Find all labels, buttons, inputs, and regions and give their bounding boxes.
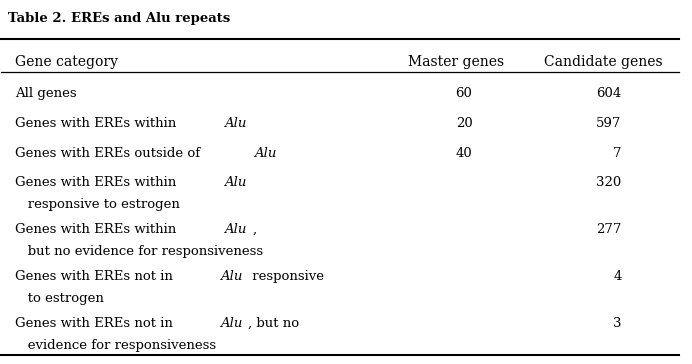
Text: Genes with EREs within: Genes with EREs within: [15, 223, 181, 236]
Text: , but no: , but no: [248, 317, 299, 330]
Text: Candidate genes: Candidate genes: [544, 55, 662, 69]
Text: Genes with EREs within: Genes with EREs within: [15, 117, 181, 130]
Text: 277: 277: [597, 223, 621, 236]
Text: All genes: All genes: [15, 87, 77, 100]
Text: Master genes: Master genes: [408, 55, 504, 69]
Text: Alu: Alu: [220, 270, 242, 283]
Text: 3: 3: [613, 317, 621, 330]
Text: 40: 40: [456, 147, 473, 159]
Text: Genes with EREs outside of: Genes with EREs outside of: [15, 147, 204, 159]
Text: Alu: Alu: [220, 317, 242, 330]
Text: responsive to estrogen: responsive to estrogen: [15, 198, 180, 211]
Text: Alu: Alu: [224, 223, 246, 236]
Text: Genes with EREs not in: Genes with EREs not in: [15, 270, 177, 283]
Text: evidence for responsiveness: evidence for responsiveness: [15, 339, 216, 352]
Text: Alu: Alu: [254, 147, 277, 159]
Text: Alu: Alu: [224, 117, 246, 130]
Text: ,: ,: [253, 223, 257, 236]
Text: 604: 604: [597, 87, 621, 100]
Text: Genes with EREs within: Genes with EREs within: [15, 176, 181, 189]
Text: 4: 4: [613, 270, 621, 283]
Text: 597: 597: [597, 117, 621, 130]
Text: Alu: Alu: [224, 176, 246, 189]
Text: Table 2. EREs and Alu repeats: Table 2. EREs and Alu repeats: [8, 12, 230, 25]
Text: to estrogen: to estrogen: [15, 292, 104, 305]
Text: 60: 60: [455, 87, 473, 100]
Text: but no evidence for responsiveness: but no evidence for responsiveness: [15, 245, 263, 258]
Text: responsive: responsive: [248, 270, 324, 283]
Text: Genes with EREs not in: Genes with EREs not in: [15, 317, 177, 330]
Text: Gene category: Gene category: [15, 55, 118, 69]
Text: 20: 20: [456, 117, 473, 130]
Text: 320: 320: [597, 176, 621, 189]
Text: 7: 7: [613, 147, 621, 159]
